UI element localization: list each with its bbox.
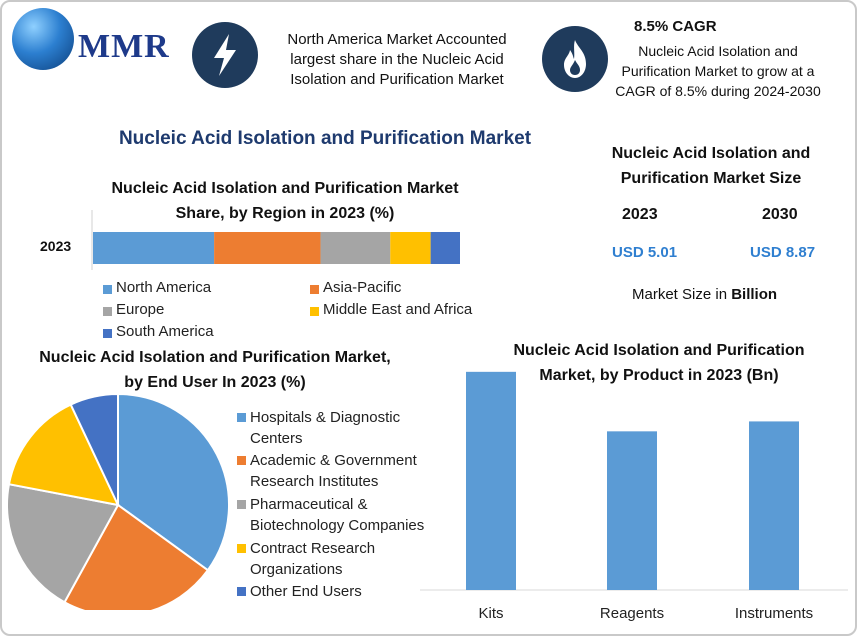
region-bar-europe	[320, 232, 391, 264]
region-legend-label-asia-pacific: Asia-Pacific	[323, 279, 402, 296]
enduser-legend-label-hospitals-and-diagnostic-centers: Hospitals & Diagnostic Centers	[250, 409, 401, 447]
product-label-instruments: Instruments	[734, 605, 814, 622]
enduser-legend-swatch-pharmaceutical-and-biotechnology-companies	[237, 500, 246, 509]
enduser-pie-chart	[6, 392, 230, 610]
region-chart-title: Nucleic Acid Isolation and Purification …	[111, 180, 459, 222]
pie-slice-contract-research-organizations	[7, 403, 120, 507]
enduser-chart-title: Nucleic Acid Isolation and Purification …	[39, 349, 391, 391]
fire-icon	[564, 40, 586, 78]
market-size-unit-prefix: Market Size in	[632, 286, 732, 303]
product-label-kits: Kits	[478, 605, 504, 622]
fire-badge	[542, 26, 608, 92]
region-chart-category: 2023	[40, 238, 72, 254]
market-size-title: Nucleic Acid Isolation and Purification …	[611, 145, 811, 187]
product-bar-kits	[466, 371, 516, 590]
enduser-legend-label-pharmaceutical-and-biotechnology-companies: Pharmaceutical & Biotechnology Companies	[250, 496, 425, 534]
region-bar-middle-east-and-africa	[390, 232, 431, 264]
market-size-value-1: USD 5.01	[612, 244, 678, 261]
product-bar-instruments	[749, 421, 799, 590]
region-legend-label-europe: Europe	[116, 301, 165, 318]
product-bar-reagents	[607, 431, 657, 590]
product-label-reagents: Reagents	[599, 605, 665, 622]
cagr-text: Nucleic Acid Isolation and Purification …	[615, 43, 821, 99]
enduser-legend-label-other-end-users: Other End Users	[250, 583, 362, 600]
market-size-unit-bold: Billion	[731, 286, 778, 303]
pie-slice-other-end-users	[69, 392, 119, 506]
market-size-year-1: 2023	[622, 206, 658, 223]
lightning-badge	[192, 22, 258, 88]
brand-logo: MMR	[78, 28, 170, 65]
main-title: Nucleic Acid Isolation and Purification …	[118, 128, 532, 149]
pie-slice-pharmaceutical-and-biotechnology-companies	[6, 483, 120, 604]
region-legend-swatch-south-america	[103, 329, 112, 338]
pie-slice-academic-and-government-research-institutes	[63, 503, 210, 610]
region-legend-label-south-america: South America	[116, 323, 214, 340]
enduser-legend-swatch-contract-research-organizations	[237, 544, 246, 553]
region-bar-south-america	[430, 232, 460, 264]
region-legend-swatch-asia-pacific	[310, 285, 319, 294]
region-legend-swatch-europe	[103, 307, 112, 316]
enduser-legend-swatch-other-end-users	[237, 587, 246, 596]
region-bar-north-america	[93, 232, 215, 264]
region-legend-swatch-north-america	[103, 285, 112, 294]
enduser-legend-label-contract-research-organizations: Contract Research Organizations	[250, 540, 376, 578]
market-size-value-2: USD 8.87	[750, 244, 816, 261]
region-legend-swatch-middle-east-and-africa	[310, 307, 319, 316]
enduser-legend-label-academic-and-government-research-institutes: Academic & Government Research Institute…	[250, 452, 417, 490]
region-bar-asia-pacific	[214, 232, 321, 264]
pie-slice-hospitals-and-diagnostic-centers	[117, 392, 230, 572]
region-legend-label-north-america: North America	[116, 279, 212, 296]
enduser-legend-swatch-hospitals-and-diagnostic-centers	[237, 413, 246, 422]
product-chart-title: Nucleic Acid Isolation and Purification …	[513, 342, 805, 384]
header-highlight: North America Market Accounted largest s…	[287, 31, 507, 88]
lightning-icon	[214, 34, 236, 76]
market-size-year-2: 2030	[762, 206, 798, 223]
cagr-title: 8.5% CAGR	[634, 18, 717, 35]
enduser-legend-swatch-academic-and-government-research-institutes	[237, 456, 246, 465]
market-size-unit: Market Size in Billion	[632, 286, 777, 303]
region-legend-label-middle-east-and-africa: Middle East and Africa	[323, 301, 473, 318]
globe-logo-icon	[12, 8, 74, 70]
